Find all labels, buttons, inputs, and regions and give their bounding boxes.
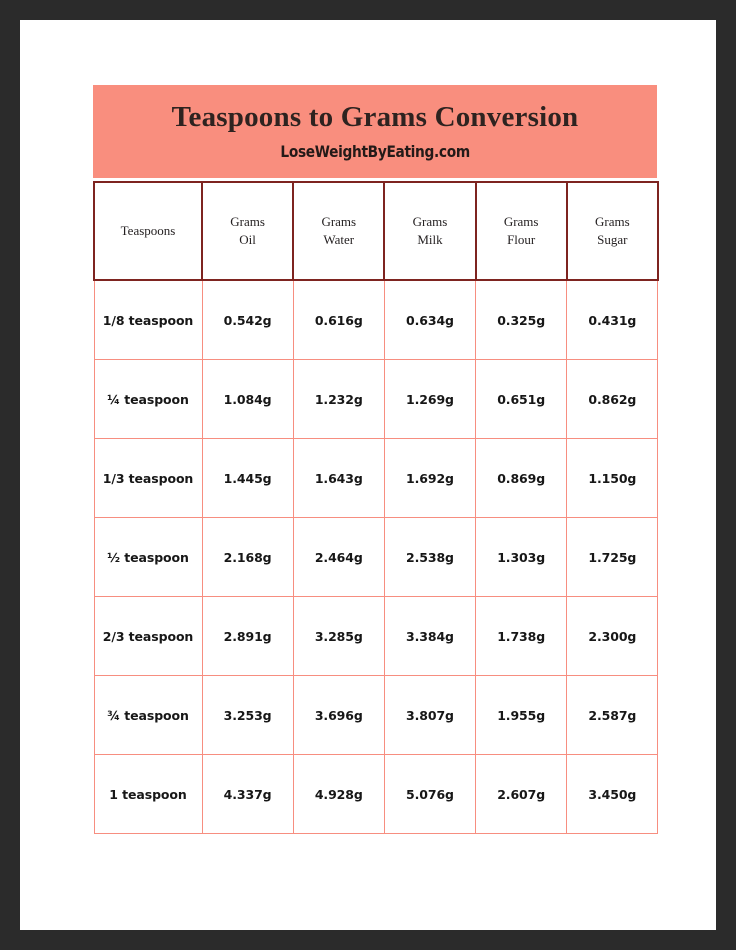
- cell-grams-flour: 0.325g: [475, 279, 568, 360]
- column-header-line: Oil: [239, 232, 256, 247]
- cell-grams-sugar: 2.587g: [566, 675, 659, 755]
- cell-grams-flour: 1.738g: [475, 596, 568, 676]
- conversion-table-wrapper: Teaspoons Grams Oil Grams Water Grams Mi…: [93, 181, 659, 834]
- table-row: 1/3 teaspoon 1.445g 1.643g 1.692g 0.869g…: [93, 438, 659, 518]
- cell-grams-milk: 1.692g: [383, 438, 477, 518]
- table-row: 2/3 teaspoon 2.891g 3.285g 3.384g 1.738g…: [93, 596, 659, 676]
- cell-grams-flour: 1.303g: [475, 517, 568, 597]
- table-row: ½ teaspoon 2.168g 2.464g 2.538g 1.303g 1…: [93, 517, 659, 597]
- column-header-line: Milk: [417, 232, 443, 247]
- title-banner: Teaspoons to Grams Conversion LoseWeight…: [93, 85, 657, 178]
- cell-grams-oil: 1.445g: [201, 438, 294, 518]
- row-label: ¾ teaspoon: [93, 675, 203, 755]
- cell-grams-flour: 0.869g: [475, 438, 568, 518]
- cell-grams-oil: 0.542g: [201, 279, 294, 360]
- column-header-line: Grams: [230, 214, 265, 230]
- column-header-line: Grams: [595, 214, 630, 230]
- cell-grams-sugar: 1.725g: [566, 517, 659, 597]
- column-header-grams-water: Grams Water: [292, 181, 386, 281]
- site-attribution: LoseWeightByEating.com: [280, 142, 470, 162]
- printable-page: Teaspoons to Grams Conversion LoseWeight…: [20, 20, 716, 930]
- row-label: 1 teaspoon: [93, 754, 203, 834]
- cell-grams-sugar: 0.862g: [566, 359, 659, 439]
- table-row: ¼ teaspoon 1.084g 1.232g 1.269g 0.651g 0…: [93, 359, 659, 439]
- column-header-line: Grams: [321, 214, 357, 230]
- row-label: 1/3 teaspoon: [93, 438, 203, 518]
- cell-grams-sugar: 0.431g: [566, 279, 659, 360]
- column-header-grams-milk: Grams Milk: [383, 181, 477, 281]
- table-row: 1/8 teaspoon 0.542g 0.616g 0.634g 0.325g…: [93, 279, 659, 360]
- table-row: ¾ teaspoon 3.253g 3.696g 3.807g 1.955g 2…: [93, 675, 659, 755]
- cell-grams-oil: 4.337g: [201, 754, 294, 834]
- column-header-grams-oil: Grams Oil: [200, 181, 295, 281]
- cell-grams-milk: 5.076g: [383, 754, 477, 834]
- cell-grams-water: 3.285g: [292, 596, 385, 676]
- table-row: 1 teaspoon 4.337g 4.928g 5.076g 2.607g 3…: [93, 754, 659, 834]
- cell-grams-oil: 3.253g: [201, 675, 294, 755]
- cell-grams-flour: 0.651g: [475, 359, 568, 439]
- column-header-line: Grams: [503, 214, 539, 230]
- cell-grams-water: 1.232g: [292, 359, 385, 439]
- cell-grams-milk: 3.807g: [383, 675, 477, 755]
- cell-grams-oil: 2.168g: [201, 517, 294, 597]
- page-title: Teaspoons to Grams Conversion: [171, 100, 579, 133]
- cell-grams-water: 2.464g: [292, 517, 385, 597]
- cell-grams-oil: 1.084g: [201, 359, 294, 439]
- column-header-line: Flour: [507, 232, 536, 247]
- cell-grams-sugar: 1.150g: [566, 438, 659, 518]
- column-header-line: Water: [323, 232, 355, 247]
- column-header-teaspoons: Teaspoons: [93, 181, 203, 281]
- column-header-line: Teaspoons: [120, 223, 176, 239]
- cell-grams-milk: 0.634g: [383, 279, 477, 360]
- cell-grams-oil: 2.891g: [201, 596, 294, 676]
- cell-grams-sugar: 2.300g: [566, 596, 659, 676]
- cell-grams-water: 3.696g: [292, 675, 385, 755]
- table-header-row: Teaspoons Grams Oil Grams Water Grams Mi…: [93, 181, 659, 281]
- conversion-table: Teaspoons Grams Oil Grams Water Grams Mi…: [93, 181, 659, 834]
- row-label: 1/8 teaspoon: [93, 279, 203, 360]
- column-header-grams-flour: Grams Flour: [474, 181, 568, 281]
- column-header-line: Sugar: [597, 232, 628, 247]
- row-label: ½ teaspoon: [93, 517, 203, 597]
- row-label: 2/3 teaspoon: [93, 596, 203, 676]
- cell-grams-flour: 1.955g: [475, 675, 568, 755]
- cell-grams-water: 1.643g: [292, 438, 385, 518]
- column-header-line: Grams: [412, 214, 448, 230]
- column-header-grams-sugar: Grams Sugar: [565, 181, 659, 281]
- row-label: ¼ teaspoon: [93, 359, 203, 439]
- cell-grams-milk: 2.538g: [383, 517, 477, 597]
- cell-grams-milk: 3.384g: [383, 596, 477, 676]
- cell-grams-sugar: 3.450g: [566, 754, 659, 834]
- cell-grams-flour: 2.607g: [475, 754, 568, 834]
- cell-grams-water: 4.928g: [292, 754, 385, 834]
- cell-grams-water: 0.616g: [292, 279, 385, 360]
- cell-grams-milk: 1.269g: [383, 359, 477, 439]
